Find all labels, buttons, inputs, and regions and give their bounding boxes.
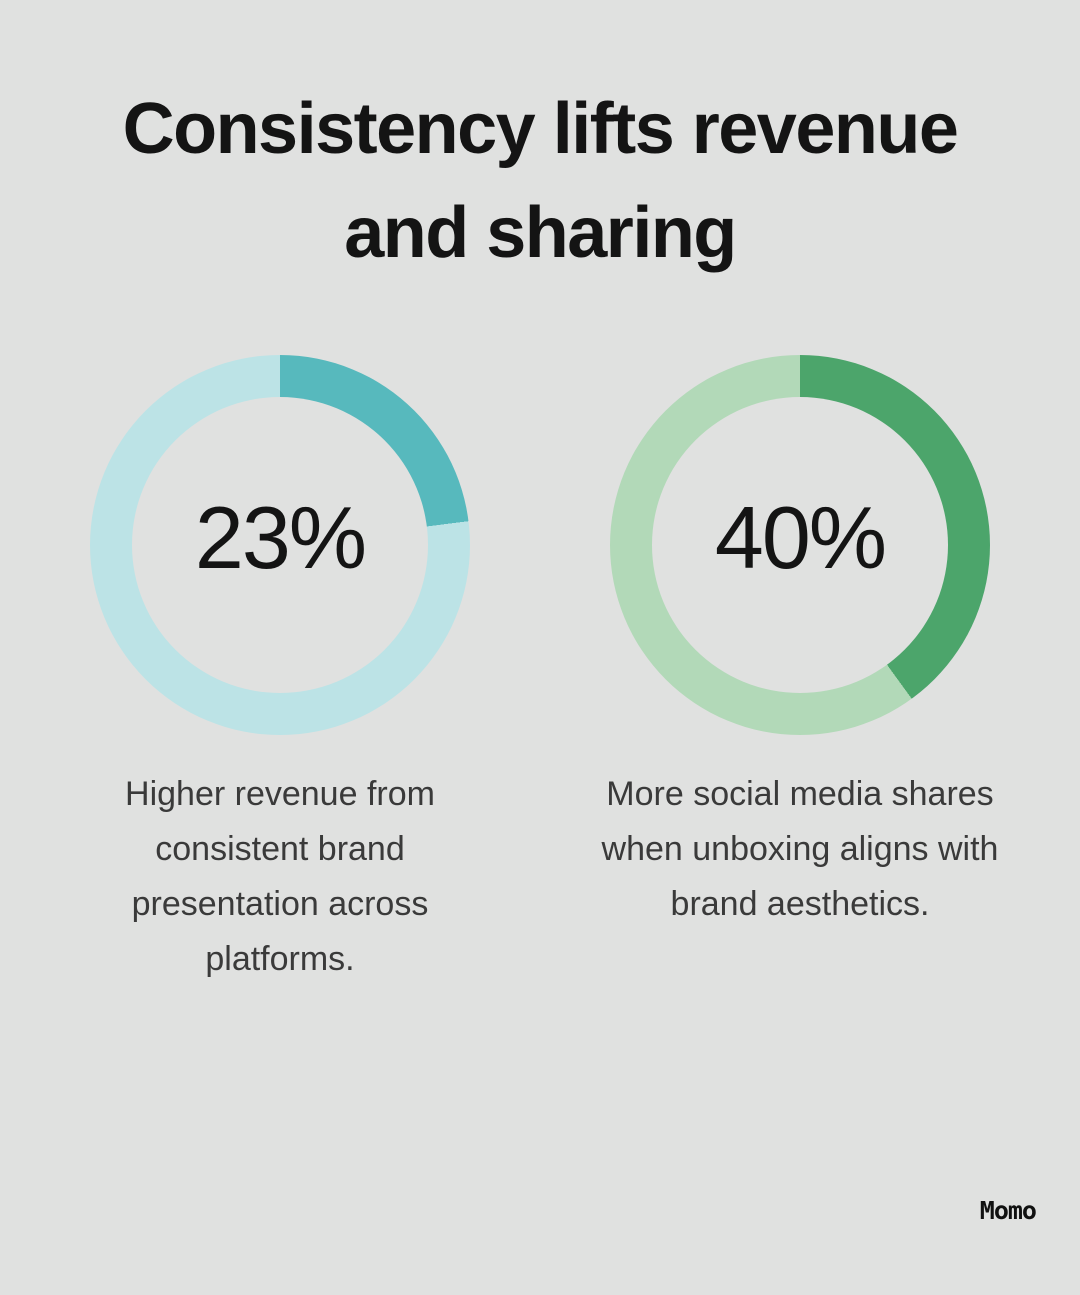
donut-hole: 23% [132, 397, 428, 693]
brand-logo: Momo [979, 1196, 1037, 1225]
page-title: Consistency lifts revenue and sharing [50, 77, 1030, 285]
revenue-chart-column: 23% Higher revenue from consistent brand… [50, 355, 510, 987]
charts-row: 23% Higher revenue from consistent brand… [0, 355, 1080, 987]
shares-caption: More social media shares when unboxing a… [601, 775, 999, 923]
donut-value-label: 40% [714, 488, 887, 587]
infographic: Consistency lifts revenue and sharing 23… [0, 77, 1080, 1225]
title-line-2: and sharing [344, 193, 737, 273]
page-background: { "page": { "background_color": "#e0e1e0… [0, 77, 1080, 1295]
revenue-caption: Higher revenue from consistent brand pre… [125, 775, 435, 978]
shares-donut-chart: 40% [610, 355, 990, 735]
donut-value-label: 23% [194, 488, 367, 587]
title-line-1: Consistency lifts revenue [122, 89, 959, 169]
donut-hole: 40% [652, 397, 948, 693]
shares-chart-column: 40% More social media shares when unboxi… [570, 355, 1030, 987]
revenue-donut-chart: 23% [90, 355, 470, 735]
